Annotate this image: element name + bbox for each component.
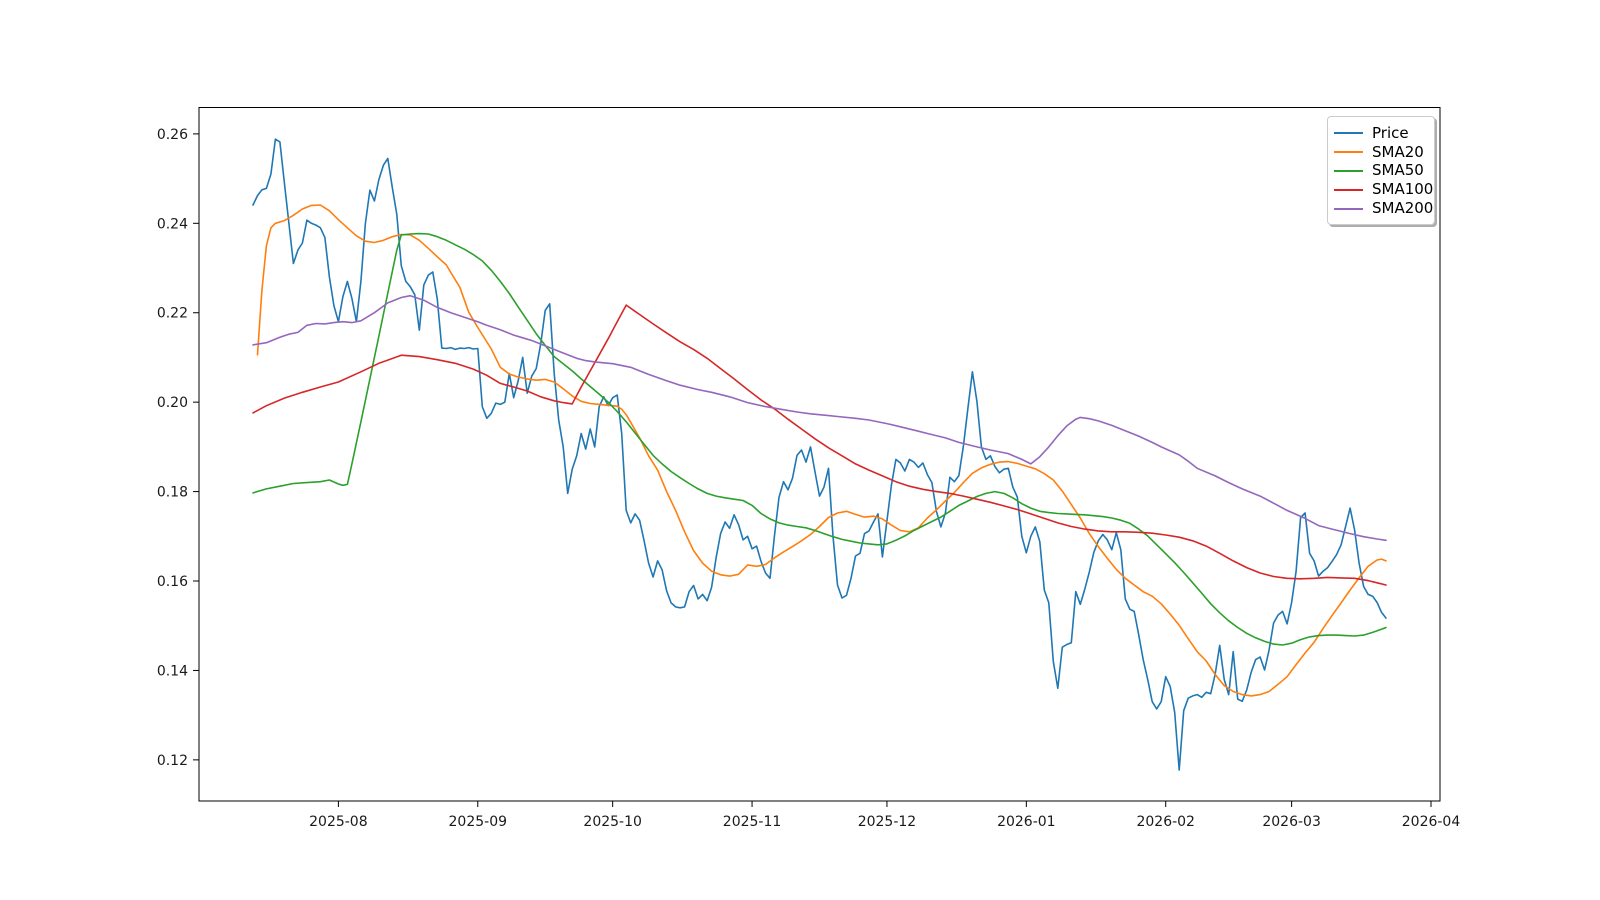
legend-label-sma50: SMA50 (1372, 161, 1424, 180)
y-tick-label: 0.20 (157, 395, 188, 411)
legend-label-sma20: SMA20 (1372, 142, 1424, 161)
legend-item-sma100: SMA100 (1334, 180, 1433, 199)
legend-item-price: Price (1334, 124, 1426, 143)
y-tick-label: 0.14 (157, 663, 188, 679)
sma100-line-swatch (1334, 188, 1363, 191)
y-tick-label: 0.24 (157, 216, 188, 232)
legend: Price SMA20 SMA50 SMA100 SMA200 (1327, 116, 1435, 225)
legend-label-sma200: SMA200 (1372, 199, 1434, 218)
legend-item-sma200: SMA200 (1334, 199, 1433, 218)
x-tick-label: 2025-11 (723, 814, 782, 830)
sma20-line-swatch (1334, 151, 1363, 154)
y-tick-label: 0.12 (157, 753, 188, 769)
series-line-price (252, 138, 1387, 771)
x-tick-label: 2026-02 (1136, 814, 1195, 830)
y-tick-label: 0.26 (157, 127, 188, 143)
x-tick-label: 2025-09 (449, 814, 508, 830)
x-tick-label: 2026-01 (997, 814, 1056, 830)
sma200-line-swatch (1334, 207, 1363, 210)
legend-label-sma100: SMA100 (1372, 180, 1434, 199)
series-line-sma50 (252, 232, 1387, 646)
x-tick-label: 2026-03 (1262, 814, 1321, 830)
y-tick-label: 0.18 (157, 485, 188, 501)
x-tick-label: 2025-08 (309, 814, 368, 830)
legend-label-price: Price (1372, 123, 1409, 142)
x-tick-label: 2025-10 (583, 814, 642, 830)
price-line-swatch (1334, 132, 1363, 135)
x-tick-label: 2026-04 (1402, 814, 1461, 830)
y-tick-label: 0.16 (157, 574, 188, 590)
series-line-sma20 (256, 204, 1387, 697)
legend-item-sma50: SMA50 (1334, 162, 1426, 181)
x-tick-label: 2025-12 (858, 814, 917, 830)
plot-border (198, 107, 1441, 802)
y-tick-label: 0.22 (157, 306, 188, 322)
legend-item-sma20: SMA20 (1334, 143, 1426, 162)
sma50-line-swatch (1334, 169, 1363, 172)
series-line-sma100 (252, 304, 1387, 586)
series-line-sma200 (252, 294, 1387, 542)
